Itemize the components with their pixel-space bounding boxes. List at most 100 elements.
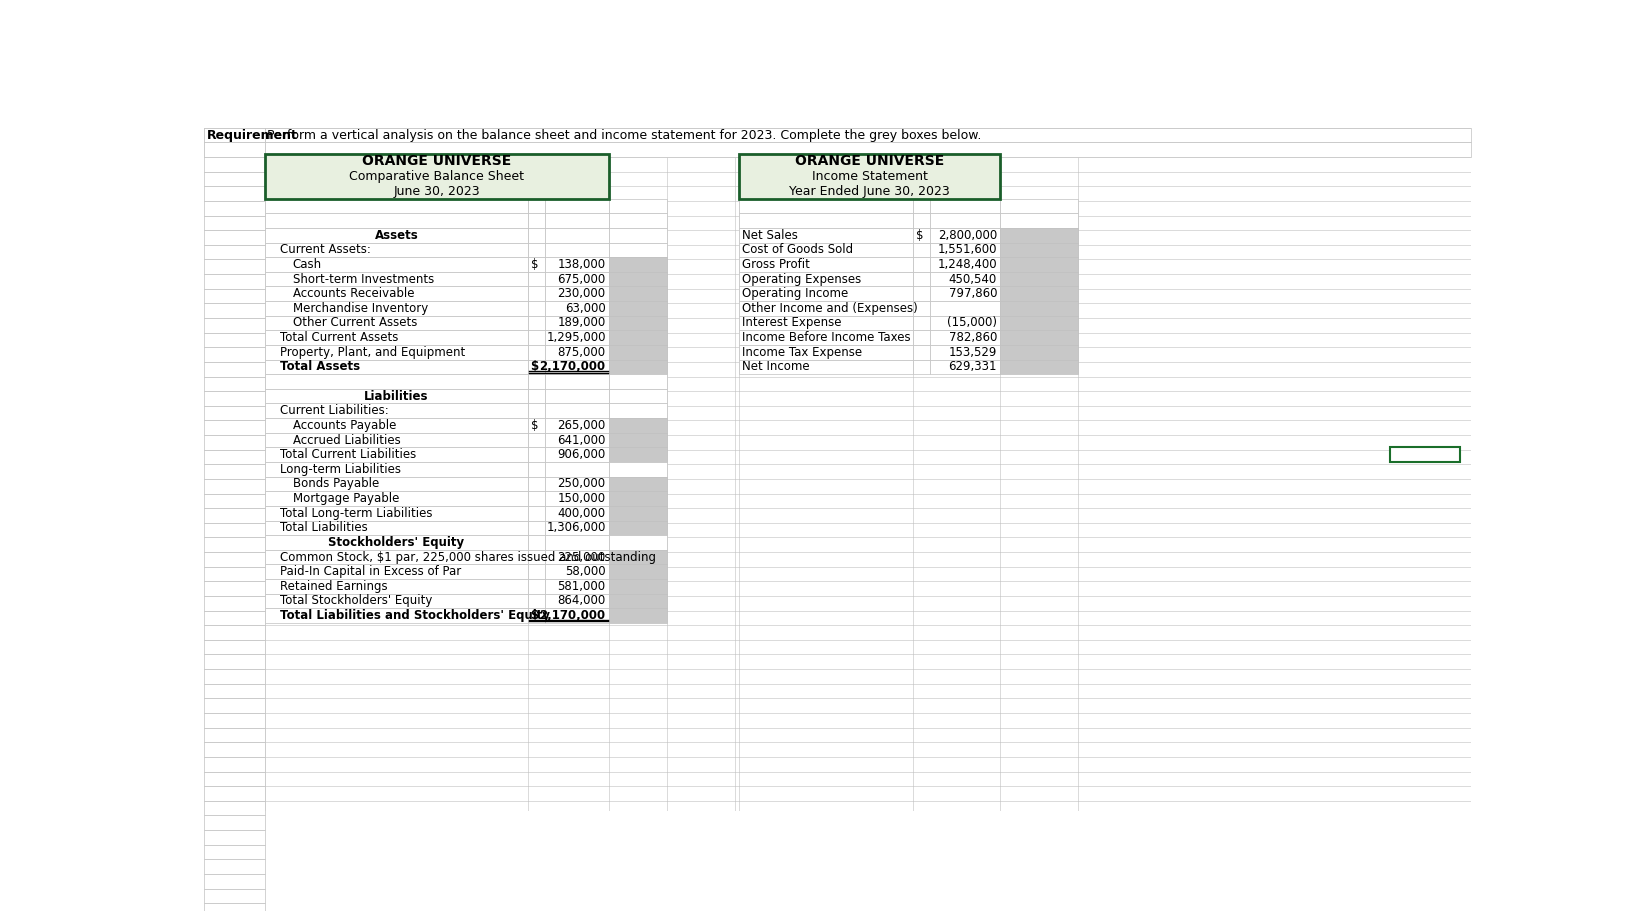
Text: 797,860: 797,860 <box>949 287 997 301</box>
Bar <box>546 418 609 433</box>
Text: June 30, 2023: June 30, 2023 <box>394 185 480 198</box>
Bar <box>609 549 667 565</box>
Text: ORANGE UNIVERSE: ORANGE UNIVERSE <box>796 154 944 169</box>
Bar <box>265 549 528 565</box>
Text: 153,529: 153,529 <box>949 346 997 359</box>
Bar <box>930 331 1000 345</box>
Bar <box>609 476 667 491</box>
Bar <box>609 535 667 549</box>
Bar <box>546 374 609 389</box>
Bar <box>913 345 930 360</box>
Text: Perform a vertical analysis on the balance sheet and income statement for 2023. : Perform a vertical analysis on the balan… <box>266 128 982 141</box>
Text: 1,551,600: 1,551,600 <box>938 243 997 256</box>
Text: Net Income: Net Income <box>742 361 810 374</box>
Bar <box>204 187 265 201</box>
Bar <box>546 594 609 609</box>
Bar <box>546 609 609 623</box>
Bar <box>546 520 609 535</box>
Bar <box>546 579 609 594</box>
Text: Total Liabilities and Stockholders' Equity: Total Liabilities and Stockholders' Equi… <box>279 609 551 622</box>
Bar <box>204 859 265 874</box>
Bar <box>930 345 1000 360</box>
Text: 189,000: 189,000 <box>557 316 606 330</box>
Text: 63,000: 63,000 <box>565 302 606 315</box>
Text: Assets: Assets <box>374 229 418 241</box>
Bar <box>204 742 265 757</box>
Bar <box>739 213 913 228</box>
Text: 400,000: 400,000 <box>557 507 606 519</box>
Bar <box>546 301 609 316</box>
Text: 1,306,000: 1,306,000 <box>546 521 606 535</box>
Text: 230,000: 230,000 <box>557 287 606 301</box>
Bar <box>528 199 546 213</box>
Text: 2,170,000: 2,170,000 <box>539 609 606 622</box>
Text: Comparative Balance Sheet: Comparative Balance Sheet <box>350 169 525 183</box>
Bar <box>204 684 265 699</box>
Text: 629,331: 629,331 <box>949 361 997 374</box>
Bar <box>265 257 528 271</box>
Bar <box>1000 316 1078 331</box>
Bar <box>609 462 667 476</box>
Bar <box>546 316 609 331</box>
Bar <box>609 491 667 506</box>
Bar <box>609 433 667 447</box>
Bar <box>609 520 667 535</box>
Text: Accounts Receivable: Accounts Receivable <box>292 287 413 301</box>
Text: Income Tax Expense: Income Tax Expense <box>742 346 863 359</box>
Bar <box>609 213 667 228</box>
Text: Paid-In Capital in Excess of Par: Paid-In Capital in Excess of Par <box>279 565 461 578</box>
Bar <box>204 157 265 171</box>
Bar <box>204 128 265 142</box>
Bar <box>546 506 609 520</box>
Text: 864,000: 864,000 <box>557 595 606 608</box>
Text: Cost of Goods Sold: Cost of Goods Sold <box>742 243 853 256</box>
Bar <box>913 199 930 213</box>
Bar <box>204 625 265 640</box>
Text: Cash: Cash <box>292 258 322 271</box>
Bar <box>739 301 913 316</box>
Bar <box>204 435 265 450</box>
Bar <box>528 462 546 476</box>
Bar <box>609 594 667 609</box>
Bar <box>528 316 546 331</box>
Bar <box>609 389 667 404</box>
Bar <box>265 404 528 418</box>
Bar <box>546 565 609 579</box>
Bar <box>265 360 528 374</box>
Text: Requirement: Requirement <box>206 128 297 141</box>
Bar <box>528 271 546 286</box>
Bar <box>609 609 667 623</box>
Text: Merchandise Inventory: Merchandise Inventory <box>292 302 428 315</box>
Bar <box>609 360 667 374</box>
Bar <box>204 216 265 230</box>
Bar <box>913 331 930 345</box>
Bar <box>265 447 528 462</box>
Bar <box>204 830 265 844</box>
Bar <box>204 713 265 728</box>
Text: Income Statement: Income Statement <box>812 169 928 183</box>
Bar <box>528 565 546 579</box>
Bar <box>739 228 913 242</box>
Bar <box>265 374 528 389</box>
Bar <box>609 316 667 331</box>
Bar <box>265 491 528 506</box>
Bar <box>930 271 1000 286</box>
Text: 1,295,000: 1,295,000 <box>546 331 606 344</box>
Bar <box>1000 345 1078 360</box>
Bar <box>265 565 528 579</box>
Bar <box>1000 199 1078 213</box>
Bar <box>204 552 265 567</box>
Bar <box>913 257 930 271</box>
Bar <box>528 345 546 360</box>
Text: Mortgage Payable: Mortgage Payable <box>292 492 399 505</box>
Bar <box>204 815 265 830</box>
Bar <box>546 476 609 491</box>
Text: Current Assets:: Current Assets: <box>279 243 371 256</box>
Bar <box>528 331 546 345</box>
Text: $: $ <box>531 361 539 374</box>
Bar <box>265 142 1471 157</box>
Bar <box>528 447 546 462</box>
Bar <box>930 316 1000 331</box>
Bar <box>265 535 528 549</box>
Bar <box>204 289 265 303</box>
